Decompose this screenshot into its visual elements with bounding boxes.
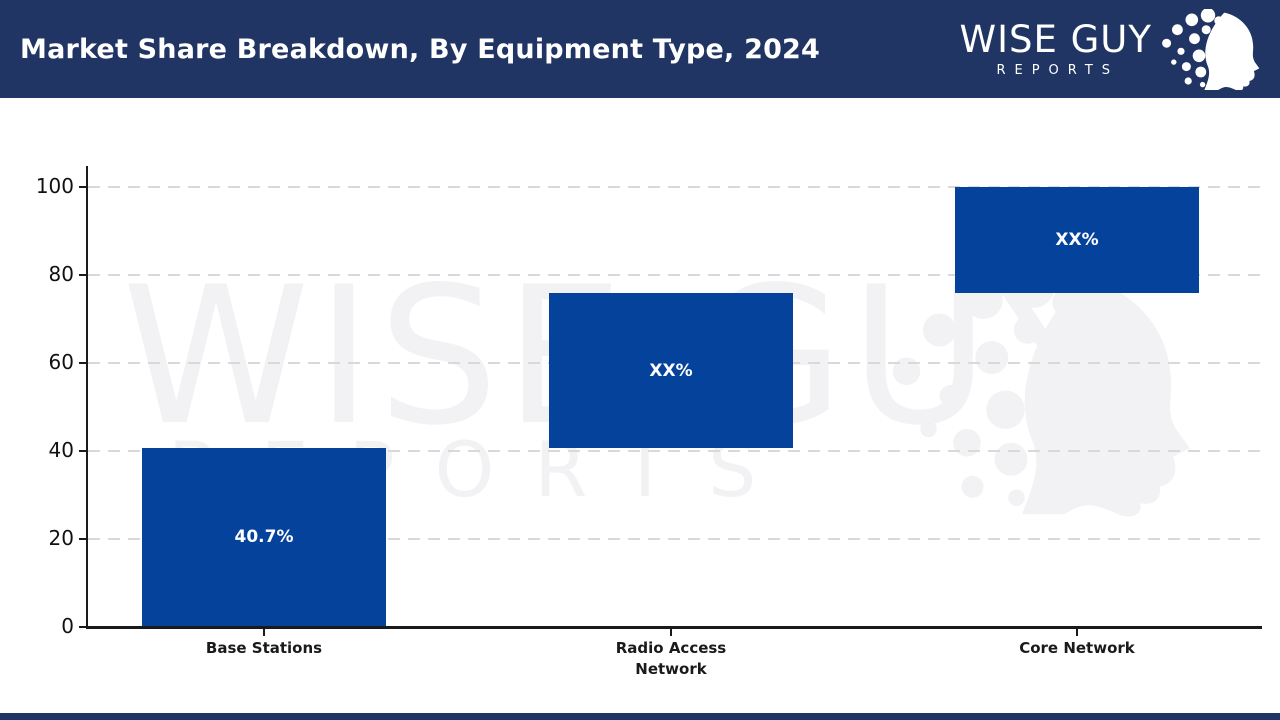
y-tick-mark (79, 362, 87, 364)
x-axis-line (86, 626, 1262, 629)
bar-value-label: 40.7% (234, 527, 294, 547)
y-tick-mark (79, 450, 87, 452)
gridline-80 (88, 274, 1262, 276)
x-tick-label-line: Base Stations (205, 639, 323, 657)
y-tick-label: 0 (61, 614, 74, 638)
y-axis-line (86, 166, 88, 628)
x-tick-label-radio-access-network: Radio Access Network (561, 638, 781, 680)
bar-core-network: XX% (955, 187, 1199, 293)
y-tick-label: 20 (48, 526, 74, 550)
y-tick-label: 100 (35, 174, 74, 198)
brand-subtitle: REPORTS (996, 63, 1120, 78)
bar-value-label: XX% (649, 360, 693, 381)
header-bar: Market Share Breakdown, By Equipment Typ… (0, 0, 1280, 98)
bar-value-label: XX% (1055, 230, 1099, 250)
gridline-20 (88, 538, 1262, 540)
footer-bar (0, 713, 1280, 720)
x-tick-label-line: Network (635, 660, 707, 678)
x-tick-mark (1076, 629, 1078, 636)
x-tick-label-base-stations: Base Stations (154, 638, 374, 659)
bar-radio-access-network: XX% (549, 293, 793, 448)
y-tick-label: 80 (48, 262, 74, 286)
x-tick-label-core-network: Core Network (967, 638, 1187, 659)
y-tick-mark (79, 626, 87, 628)
gridline-40 (88, 450, 1262, 452)
y-tick-mark (79, 274, 87, 276)
wise-guy-head-icon (1154, 9, 1262, 90)
bar-base-stations: 40.7% (142, 448, 386, 626)
y-tick-mark (79, 186, 87, 188)
x-tick-label-line: Radio Access (615, 639, 727, 657)
brand-logo: WISE GUY REPORTS (960, 9, 1262, 90)
x-tick-label-line: Core Network (1019, 639, 1135, 657)
y-tick-label: 60 (48, 350, 74, 374)
y-tick-mark (79, 538, 87, 540)
brand-logo-text: WISE GUY REPORTS (960, 21, 1152, 77)
x-tick-mark (670, 629, 672, 636)
gridline-100 (88, 186, 1262, 188)
page-title: Market Share Breakdown, By Equipment Typ… (20, 33, 821, 65)
x-tick-mark (263, 629, 265, 636)
y-tick-label: 40 (48, 438, 74, 462)
brand-name: WISE GUY (959, 18, 1152, 61)
